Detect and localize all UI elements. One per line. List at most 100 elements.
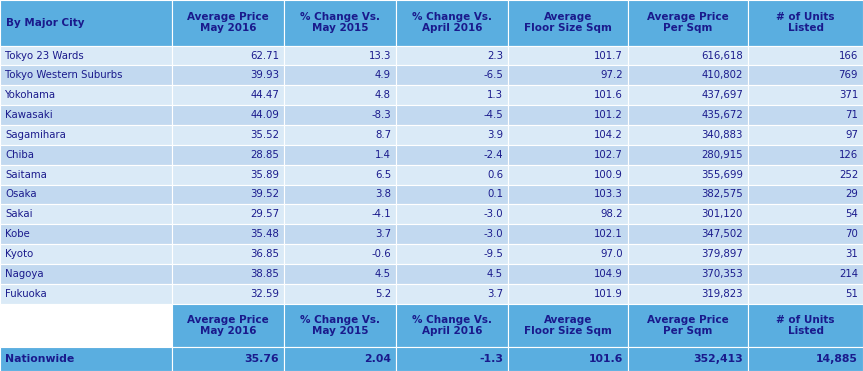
Text: Average
Floor Size Sqm: Average Floor Size Sqm <box>524 315 612 336</box>
Text: Average
Floor Size Sqm: Average Floor Size Sqm <box>524 12 612 33</box>
Bar <box>748 125 863 145</box>
Bar <box>508 284 628 303</box>
Bar <box>396 145 508 165</box>
Bar <box>628 264 748 284</box>
Bar <box>396 264 508 284</box>
Text: Yokohama: Yokohama <box>5 90 56 100</box>
Bar <box>628 105 748 125</box>
Text: % Change Vs.
April 2016: % Change Vs. April 2016 <box>412 12 492 33</box>
Bar <box>748 224 863 244</box>
Text: 4.5: 4.5 <box>375 269 391 279</box>
Bar <box>0 284 172 303</box>
Bar <box>284 105 396 125</box>
Text: 4.9: 4.9 <box>375 70 391 81</box>
Text: 280,915: 280,915 <box>702 150 743 160</box>
Bar <box>0 347 172 371</box>
Bar <box>396 224 508 244</box>
Bar <box>748 46 863 65</box>
Bar <box>0 165 172 184</box>
Text: 382,575: 382,575 <box>702 190 743 200</box>
Text: -0.6: -0.6 <box>371 249 391 259</box>
Text: % Change Vs.
May 2015: % Change Vs. May 2015 <box>300 315 380 336</box>
Bar <box>0 264 172 284</box>
Text: Sagamihara: Sagamihara <box>5 130 66 140</box>
Text: Average Price
May 2016: Average Price May 2016 <box>187 315 269 336</box>
Text: 301,120: 301,120 <box>702 209 743 219</box>
Bar <box>508 244 628 264</box>
Bar <box>628 284 748 303</box>
Text: Nationwide: Nationwide <box>5 354 74 364</box>
Bar <box>0 303 172 347</box>
Bar <box>748 284 863 303</box>
Bar <box>628 65 748 85</box>
Text: 4.8: 4.8 <box>375 90 391 100</box>
Text: 104.2: 104.2 <box>595 130 623 140</box>
Bar <box>508 303 628 347</box>
Bar <box>284 244 396 264</box>
Bar <box>396 105 508 125</box>
Text: 4.5: 4.5 <box>487 269 503 279</box>
Bar <box>284 204 396 224</box>
Text: 100.9: 100.9 <box>594 170 623 180</box>
Bar <box>0 244 172 264</box>
Text: -3.0: -3.0 <box>483 229 503 239</box>
Text: 769: 769 <box>839 70 858 81</box>
Text: Kobe: Kobe <box>5 229 29 239</box>
Bar <box>396 125 508 145</box>
Text: 340,883: 340,883 <box>702 130 743 140</box>
Bar <box>628 145 748 165</box>
Text: 35.48: 35.48 <box>250 229 279 239</box>
Text: 28.85: 28.85 <box>250 150 279 160</box>
Text: 31: 31 <box>845 249 858 259</box>
Text: 410,802: 410,802 <box>702 70 743 81</box>
Bar <box>508 347 628 371</box>
Bar <box>172 284 284 303</box>
Bar <box>508 145 628 165</box>
Text: -3.0: -3.0 <box>483 209 503 219</box>
Bar <box>508 105 628 125</box>
Text: 126: 126 <box>839 150 858 160</box>
Bar <box>172 0 284 46</box>
Bar <box>748 244 863 264</box>
Text: 101.6: 101.6 <box>594 90 623 100</box>
Bar <box>0 204 172 224</box>
Text: 101.9: 101.9 <box>594 289 623 299</box>
Text: 3.7: 3.7 <box>375 229 391 239</box>
Text: 214: 214 <box>839 269 858 279</box>
Bar <box>748 264 863 284</box>
Text: -4.1: -4.1 <box>371 209 391 219</box>
Bar <box>172 264 284 284</box>
Text: 44.47: 44.47 <box>250 90 279 100</box>
Text: -4.5: -4.5 <box>483 110 503 120</box>
Bar <box>284 303 396 347</box>
Text: 379,897: 379,897 <box>701 249 743 259</box>
Text: 319,823: 319,823 <box>702 289 743 299</box>
Text: 29.57: 29.57 <box>250 209 279 219</box>
Text: 166: 166 <box>839 50 858 60</box>
Bar <box>284 125 396 145</box>
Bar <box>284 0 396 46</box>
Bar <box>748 184 863 204</box>
Text: 38.85: 38.85 <box>250 269 279 279</box>
Text: 0.6: 0.6 <box>487 170 503 180</box>
Bar <box>628 0 748 46</box>
Bar <box>396 85 508 105</box>
Text: Tokyo 23 Wards: Tokyo 23 Wards <box>5 50 84 60</box>
Text: -1.3: -1.3 <box>479 354 503 364</box>
Text: 97.2: 97.2 <box>601 70 623 81</box>
Bar <box>748 65 863 85</box>
Text: Tokyo Western Suburbs: Tokyo Western Suburbs <box>5 70 123 81</box>
Text: -9.5: -9.5 <box>483 249 503 259</box>
Text: 101.6: 101.6 <box>589 354 623 364</box>
Text: 616,618: 616,618 <box>702 50 743 60</box>
Bar <box>396 244 508 264</box>
Bar <box>508 264 628 284</box>
Bar <box>172 224 284 244</box>
Bar <box>508 224 628 244</box>
Text: 97: 97 <box>845 130 858 140</box>
Text: -8.3: -8.3 <box>371 110 391 120</box>
Bar <box>748 105 863 125</box>
Bar <box>628 347 748 371</box>
Bar <box>284 184 396 204</box>
Text: Fukuoka: Fukuoka <box>5 289 47 299</box>
